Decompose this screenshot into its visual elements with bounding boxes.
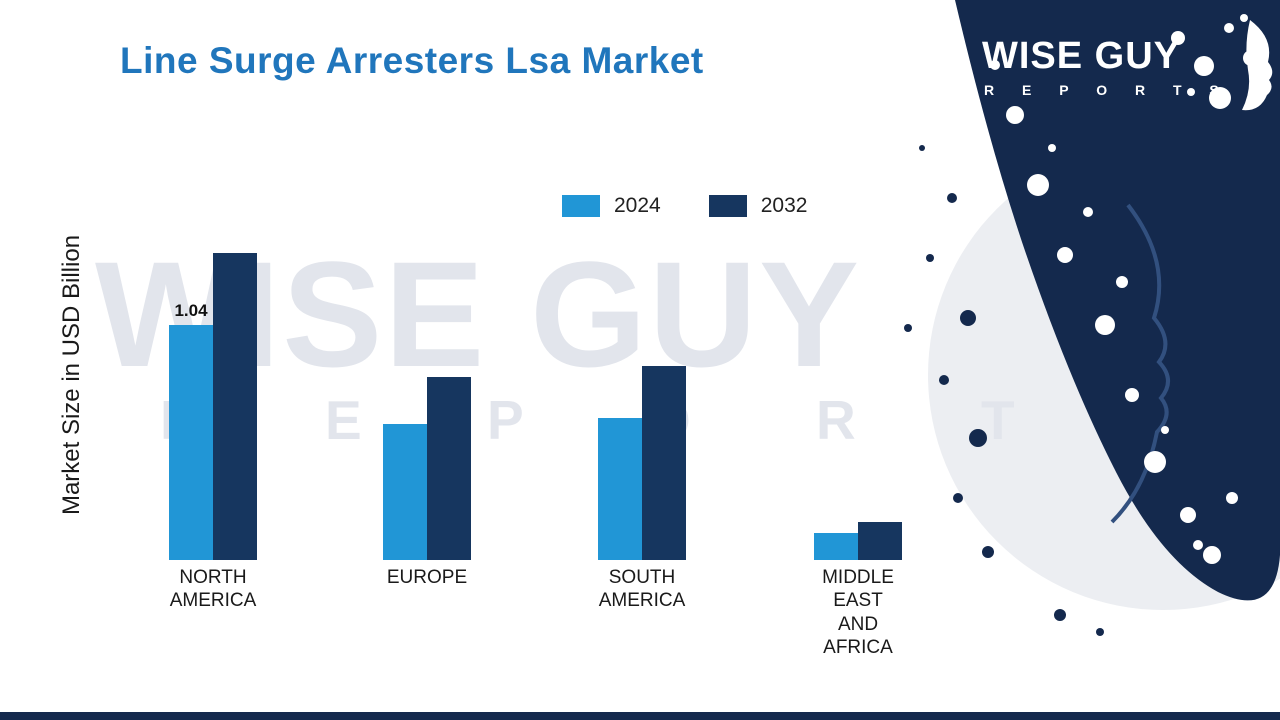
bar-2024-north-america [169,325,213,560]
bar-2024-europe [383,424,427,560]
brand-logo: WISE GUY R E P O R T S [982,35,1231,98]
legend: 2024 2032 [562,194,807,218]
navy-dot-pattern [904,145,1104,636]
logo-face-icon [1242,20,1273,111]
brand-logo-sub: R E P O R T S [984,81,1231,98]
legend-swatch-2032 [708,195,747,217]
bar-2024-middle-east-and-africa [814,533,858,560]
legend-item-2032: 2032 [708,194,808,218]
bar-2032-europe [427,377,471,560]
legend-item-2024: 2024 [562,194,661,218]
legend-label-2024: 2024 [614,194,661,217]
brand-head-graphic [904,0,1280,636]
legend-swatch-2024 [562,195,600,217]
category-label-middle-east-and-africa: MIDDLE EAST AND AFRICA [822,567,894,659]
white-dot-pattern [990,14,1265,564]
data-label: 1.04 [174,301,208,320]
category-label-europe: EUROPE [386,567,468,588]
chart-title: Line Surge Arresters Lsa Market [120,40,704,81]
bar-2032-south-america [642,366,686,560]
bar-2032-middle-east-and-africa [858,522,902,560]
bar-2024-south-america [598,418,642,560]
bottom-accent-bar [0,712,1280,720]
bar-2032-north-america [213,253,257,560]
category-label-south-america: SOUTH AMERICA [598,567,686,612]
category-label-north-america: NORTH AMERICA [169,567,257,612]
legend-label-2032: 2032 [760,194,808,217]
brand-logo-name: WISE GUY [982,35,1181,77]
navy-corner-shape [955,0,1280,601]
